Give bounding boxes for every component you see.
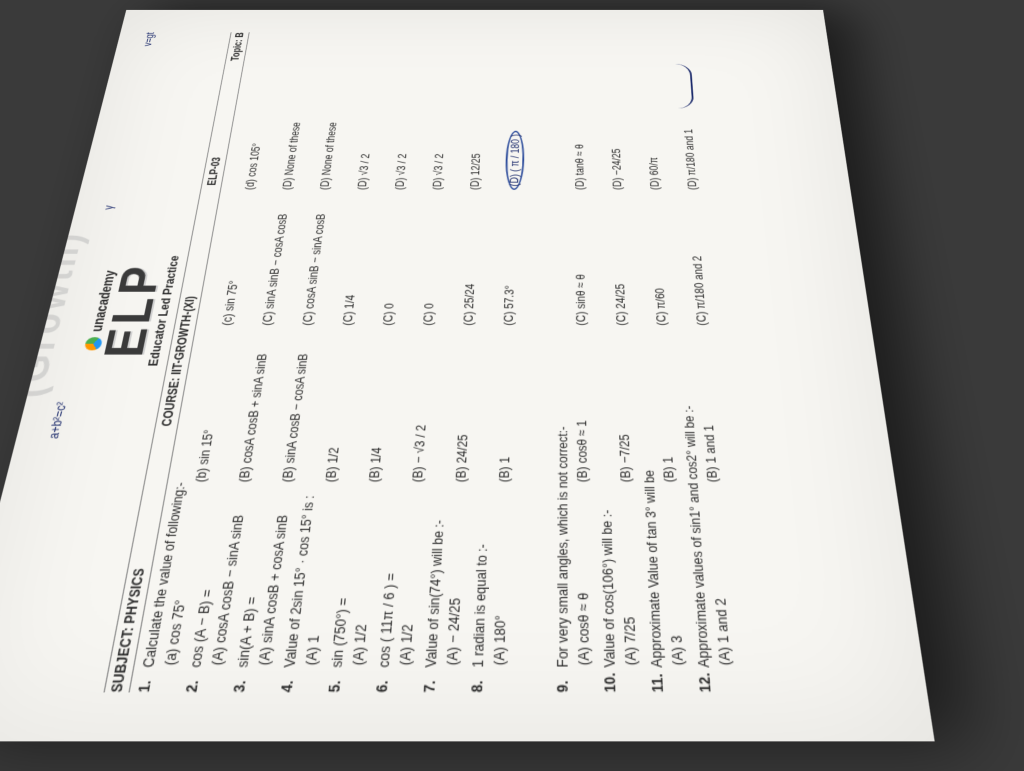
- option: (A) 7/25: [617, 509, 640, 665]
- option: (D) −24/25: [607, 89, 625, 190]
- scribble-vgt: v=gt: [141, 32, 156, 46]
- question-text: Value of cos(106°) will be :-: [598, 510, 619, 668]
- options-row: (A) cosθ ≈ θ (B) cosθ ≈ 1 (C) sinθ ≈ θ (D) …: [571, 32, 593, 665]
- question-number: 10.: [600, 668, 619, 693]
- option: (D) 60/π: [643, 89, 663, 190]
- question-number: 4.: [277, 668, 299, 693]
- option: (A) 3: [661, 509, 687, 665]
- question-number: 12.: [694, 668, 714, 693]
- option: [546, 509, 547, 665]
- paper-sheet: (Growth) π a+b²=c² γ v=gt unacademy ELP …: [0, 10, 935, 741]
- option: (B) 1: [654, 349, 677, 483]
- option: (B) 1: [495, 349, 520, 483]
- option: (B) cosθ ≈ 1: [573, 349, 591, 483]
- option: (D) ( π / 180 ): [504, 89, 525, 190]
- question-text: For very small angles, which is not corr…: [553, 427, 572, 668]
- ink-curve: [675, 64, 694, 108]
- option: (A) 180°: [490, 509, 517, 665]
- question-number: 8.: [467, 668, 487, 693]
- option: (C) π/60: [648, 210, 669, 326]
- option: (A) cosθ ≈ θ: [574, 509, 594, 665]
- bar-topic: Topic: B: [228, 32, 246, 61]
- option: (C) sinθ ≈ θ: [572, 210, 589, 326]
- option: (B) −7/25: [614, 349, 635, 483]
- question-text: 1 radian is equal to :-: [468, 544, 491, 668]
- question-number: 6.: [372, 668, 393, 693]
- question-number: 1.: [134, 668, 157, 693]
- viewport: (Growth) π a+b²=c² γ v=gt unacademy ELP …: [0, 0, 1024, 534]
- question-number: 11.: [647, 668, 667, 693]
- option: (C) 24/25: [610, 210, 629, 326]
- option: (C) 57.3°: [500, 210, 523, 326]
- bar-elpno: ELP-03: [205, 157, 223, 185]
- question-number: 3.: [229, 668, 251, 693]
- question: 9.For very small angles, which is not co…: [553, 32, 593, 692]
- question-number: 2.: [182, 668, 205, 693]
- question-number: 9.: [553, 668, 572, 693]
- option: (C) 25/24: [460, 210, 481, 326]
- option: (D) 12/25: [467, 89, 486, 190]
- option: (D) tanθ ≈ θ: [572, 89, 588, 190]
- scribble-gamma: γ: [102, 205, 116, 209]
- question-number: 7.: [420, 668, 440, 693]
- circled-answer: (D) ( π / 180 ): [504, 131, 524, 190]
- question-number: 5.: [324, 668, 345, 693]
